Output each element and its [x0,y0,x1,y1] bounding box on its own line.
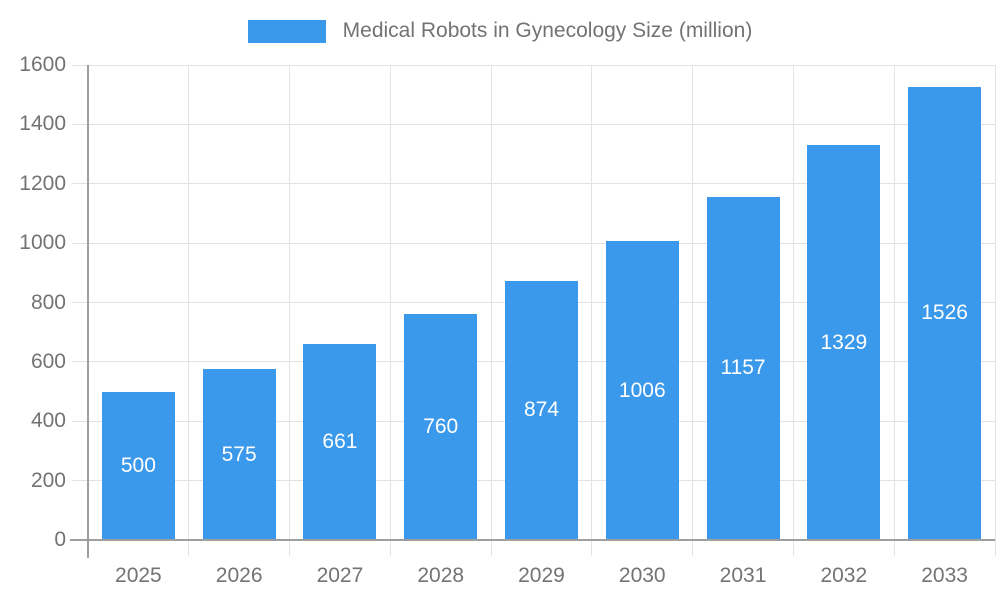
gridline-horizontal [72,123,995,125]
gridline-horizontal [72,64,995,66]
gridline-vertical [893,65,895,556]
bar-value-label: 1329 [820,330,868,354]
bar-value-label: 874 [523,398,560,422]
bar[interactable]: 874 [505,280,578,540]
gridline-vertical [994,65,996,556]
gridline-vertical [692,65,694,556]
y-axis-label: 0 [54,528,66,551]
y-axis-line [87,65,89,558]
y-axis-label: 1000 [19,231,66,255]
gridline-vertical [490,65,492,556]
legend-swatch[interactable] [247,19,326,43]
y-axis-label: 1600 [19,53,66,76]
y-axis-label: 800 [30,290,66,314]
chart-legend[interactable]: Medical Robots in Gynecology Size (milli… [0,16,1000,46]
bar-value-label: 575 [221,442,257,466]
x-axis-label: 2033 [921,564,968,587]
bar[interactable]: 1526 [908,86,982,540]
bar[interactable]: 575 [202,369,276,540]
x-axis-label: 2025 [115,564,162,587]
x-axis-label: 2029 [518,564,565,587]
legend-label[interactable]: Medical Robots in Gynecology Size (milli… [342,19,753,42]
bar-value-label: 1526 [921,301,968,325]
y-axis-label: 400 [30,409,66,433]
gridline-horizontal [72,183,995,185]
gridline-vertical [389,65,391,556]
bar-value-label: 1006 [618,378,666,402]
bar[interactable]: 1157 [706,196,780,540]
gridline-vertical [188,65,190,556]
bar[interactable]: 760 [404,314,478,540]
bar-value-label: 661 [322,429,358,453]
bar[interactable]: 661 [303,343,377,540]
y-axis-label: 200 [30,468,66,492]
bar[interactable]: 500 [101,391,175,540]
x-axis-label: 2027 [316,564,364,587]
bar-value-label: 500 [120,453,156,477]
y-axis-label: 1400 [19,112,66,136]
y-axis-label: 1200 [19,171,66,195]
bar[interactable]: 1006 [605,241,679,540]
x-axis-label: 2028 [417,564,465,587]
y-axis-label: 600 [30,349,66,373]
bar[interactable]: 1329 [807,145,881,540]
gridline-vertical [591,65,593,556]
gridline-horizontal [72,242,995,244]
x-axis-label: 2032 [820,564,868,587]
gridline-vertical [792,65,794,556]
x-axis-line [70,539,995,541]
bar-value-label: 760 [423,415,459,439]
x-axis-label: 2031 [719,564,767,587]
bar-value-label: 1157 [720,356,766,380]
x-axis-label: 2030 [618,564,666,587]
x-axis-label: 2026 [215,564,263,587]
gridline-vertical [289,65,291,556]
